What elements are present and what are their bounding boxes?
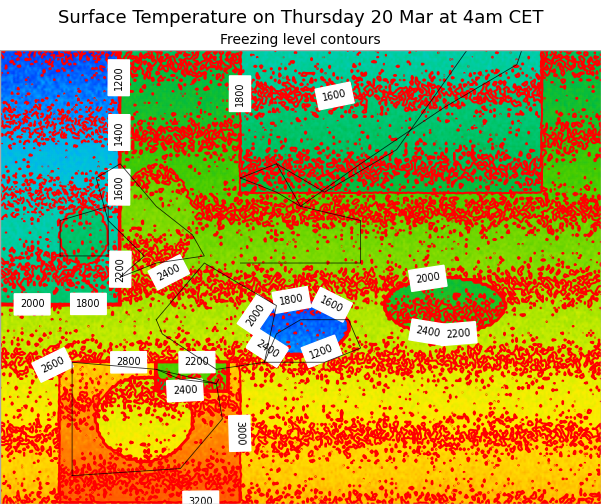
Text: 1800: 1800 (235, 82, 245, 106)
Text: 1200: 1200 (114, 66, 124, 90)
Text: 1800: 1800 (278, 293, 304, 307)
Text: 2800: 2800 (117, 357, 141, 367)
Text: Freezing level contours: Freezing level contours (220, 33, 381, 47)
Text: 3000: 3000 (234, 421, 245, 446)
Text: 1600: 1600 (319, 295, 345, 314)
Text: 1400: 1400 (254, 336, 280, 358)
Text: Surface Temperature on Thursday 20 Mar at 4am CET: Surface Temperature on Thursday 20 Mar a… (58, 9, 543, 27)
Text: 2600: 2600 (39, 355, 66, 375)
Text: 1600: 1600 (322, 89, 347, 103)
Text: 2200: 2200 (115, 257, 126, 282)
Text: 2200: 2200 (445, 328, 471, 340)
Text: 1800: 1800 (76, 299, 101, 309)
Text: 2000: 2000 (415, 272, 441, 285)
Text: 2400: 2400 (254, 338, 281, 359)
Text: 3200: 3200 (189, 496, 213, 504)
Text: 2400: 2400 (415, 325, 441, 339)
Text: 1200: 1200 (308, 342, 335, 360)
Text: 1400: 1400 (114, 120, 124, 145)
Text: 2000: 2000 (245, 302, 267, 328)
Text: 2400: 2400 (156, 262, 182, 282)
Text: 2400: 2400 (172, 385, 198, 396)
Text: 2000: 2000 (20, 299, 44, 309)
Text: 1600: 1600 (114, 175, 124, 200)
Text: 2200: 2200 (185, 357, 209, 367)
Text: 2200: 2200 (254, 338, 281, 359)
